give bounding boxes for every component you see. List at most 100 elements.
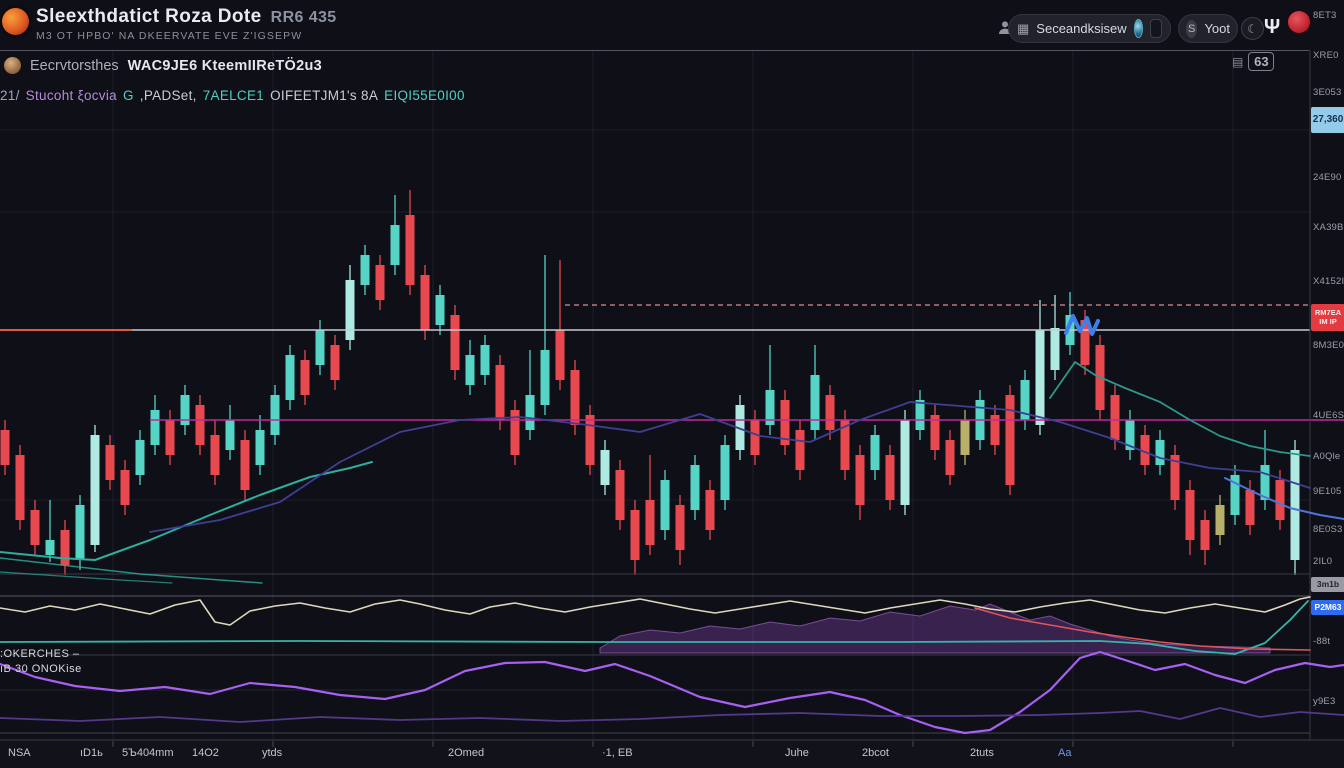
candle bbox=[270, 395, 280, 435]
candle bbox=[450, 315, 460, 370]
price-axis-pill: 27,360 bbox=[1311, 107, 1344, 133]
panel2-label-2[interactable]: ıB 30 ONOKise bbox=[0, 663, 82, 675]
candle bbox=[600, 450, 610, 485]
candle bbox=[855, 455, 865, 505]
candle bbox=[60, 530, 70, 565]
candle bbox=[480, 345, 490, 375]
price-axis-label: 2IL0 bbox=[1313, 556, 1333, 567]
candle bbox=[915, 400, 925, 430]
candle bbox=[495, 365, 505, 420]
search-box[interactable]: ▦ Seceandksisew bbox=[1008, 14, 1171, 43]
header-bar: Sleexthdatict Roza Dote RR6 435 M3 OT HPB… bbox=[0, 0, 1310, 51]
candle bbox=[1050, 328, 1060, 370]
panel1-teal-line bbox=[0, 600, 1309, 655]
candle bbox=[300, 360, 310, 395]
candle bbox=[75, 505, 85, 560]
candle bbox=[1170, 455, 1180, 500]
teal-right-ma-line bbox=[1049, 361, 1311, 457]
tools-icon[interactable]: Ψ bbox=[1264, 16, 1281, 38]
time-axis-label: 2tuts bbox=[970, 747, 994, 759]
price-axis-label: -88t bbox=[1313, 636, 1331, 647]
symbol-title: Sleexthdatict Roza Dote RR6 435 bbox=[36, 6, 337, 28]
candle bbox=[525, 395, 535, 430]
chart-counter-badge[interactable]: ▤ 63 bbox=[1232, 52, 1275, 71]
price-axis-label: A0Qle bbox=[1313, 451, 1341, 462]
time-axis-label: 2Omed bbox=[448, 747, 485, 759]
moon-icon: ☾ bbox=[1247, 21, 1258, 36]
candle bbox=[870, 435, 880, 470]
candle bbox=[705, 490, 715, 530]
price-axis-label: 9E105 bbox=[1313, 486, 1342, 497]
candle bbox=[105, 445, 115, 480]
price-axis-label: 8M3E0 bbox=[1313, 340, 1344, 351]
price-axis-pill: 3m1b bbox=[1311, 577, 1344, 592]
candle bbox=[570, 370, 580, 425]
candle bbox=[1215, 505, 1225, 535]
candle bbox=[825, 395, 835, 430]
candle bbox=[660, 480, 670, 530]
candle bbox=[1185, 490, 1195, 540]
time-axis-background bbox=[0, 741, 1344, 768]
legend-part: 21/ bbox=[0, 88, 20, 103]
account-button[interactable]: S Yoot bbox=[1178, 14, 1238, 43]
layout-panel-icon[interactable] bbox=[1150, 19, 1162, 38]
candle bbox=[630, 510, 640, 560]
candle bbox=[90, 435, 100, 545]
time-axis-label: ·1, EB bbox=[602, 747, 633, 759]
candle bbox=[405, 215, 415, 285]
candle bbox=[930, 415, 940, 450]
price-axis-pill: P2M63 bbox=[1311, 600, 1344, 615]
symbol-badge: RR6 435 bbox=[270, 9, 337, 26]
blue-w-drawing bbox=[1064, 314, 1100, 336]
candle bbox=[465, 355, 475, 385]
teal-ribbon-a bbox=[0, 557, 263, 584]
candle bbox=[720, 445, 730, 500]
time-axis-label: 5Ъ404mm bbox=[122, 747, 174, 759]
symbol-subtitle: M3 OT HPBO' NA DKEERVATE EVE Z'IGSEPW bbox=[36, 30, 303, 42]
avatar bbox=[4, 57, 21, 74]
candle bbox=[1290, 450, 1300, 560]
price-axis-label: 4UE6S bbox=[1313, 410, 1344, 421]
time-axis-label: ytds bbox=[262, 747, 283, 759]
candle bbox=[960, 420, 970, 455]
theme-toggle-button[interactable]: ☾ bbox=[1241, 17, 1264, 40]
counter-value: 63 bbox=[1248, 52, 1275, 71]
legend-source-name[interactable]: Eecrvtorsthes bbox=[30, 57, 119, 74]
candle bbox=[165, 420, 175, 455]
blue-right-line bbox=[1224, 477, 1344, 520]
legend-row-2[interactable]: 21/Stucoht ξocvia G ,PADSet, 7AELCE1 OIFEETJ… bbox=[0, 88, 465, 103]
candle bbox=[750, 420, 760, 455]
record-alert-icon[interactable] bbox=[1288, 11, 1310, 33]
candle bbox=[795, 430, 805, 470]
price-axis-label: 8E0S3 bbox=[1313, 524, 1343, 535]
candle bbox=[1125, 420, 1135, 450]
candle bbox=[45, 540, 55, 555]
panel1-cream-line bbox=[0, 596, 1311, 626]
time-axis-label: 2bcot bbox=[862, 747, 889, 759]
price-axis-label: y9E3 bbox=[1313, 696, 1336, 707]
candle bbox=[1020, 380, 1030, 420]
price-axis-label: XA39B bbox=[1313, 222, 1344, 233]
candle bbox=[180, 395, 190, 425]
candle bbox=[345, 280, 355, 340]
globe-icon[interactable] bbox=[1133, 19, 1144, 38]
flame-logo-icon bbox=[2, 8, 29, 35]
indigo-ma-line bbox=[149, 401, 1311, 533]
panel2-main-line bbox=[0, 650, 1344, 735]
price-axis-label: XRE0 bbox=[1313, 50, 1339, 61]
legend-part: 7AELCE1 bbox=[202, 88, 265, 103]
candle bbox=[135, 440, 145, 475]
legend-row-1: Eecrvtorsthes WAC9JE6 KteemIIReTÖ2u3 bbox=[4, 57, 322, 74]
candle bbox=[1245, 490, 1255, 525]
candle bbox=[15, 455, 25, 520]
panel2-label-1[interactable]: :OKERCHES – bbox=[0, 648, 80, 660]
time-axis-label: Aa bbox=[1058, 747, 1072, 759]
time-axis-label: Juhe bbox=[785, 747, 809, 759]
time-axis-label: 14O2 bbox=[192, 747, 219, 759]
account-label: Yoot bbox=[1204, 21, 1230, 36]
candle bbox=[810, 375, 820, 430]
candle bbox=[150, 410, 160, 445]
candle bbox=[375, 265, 385, 300]
